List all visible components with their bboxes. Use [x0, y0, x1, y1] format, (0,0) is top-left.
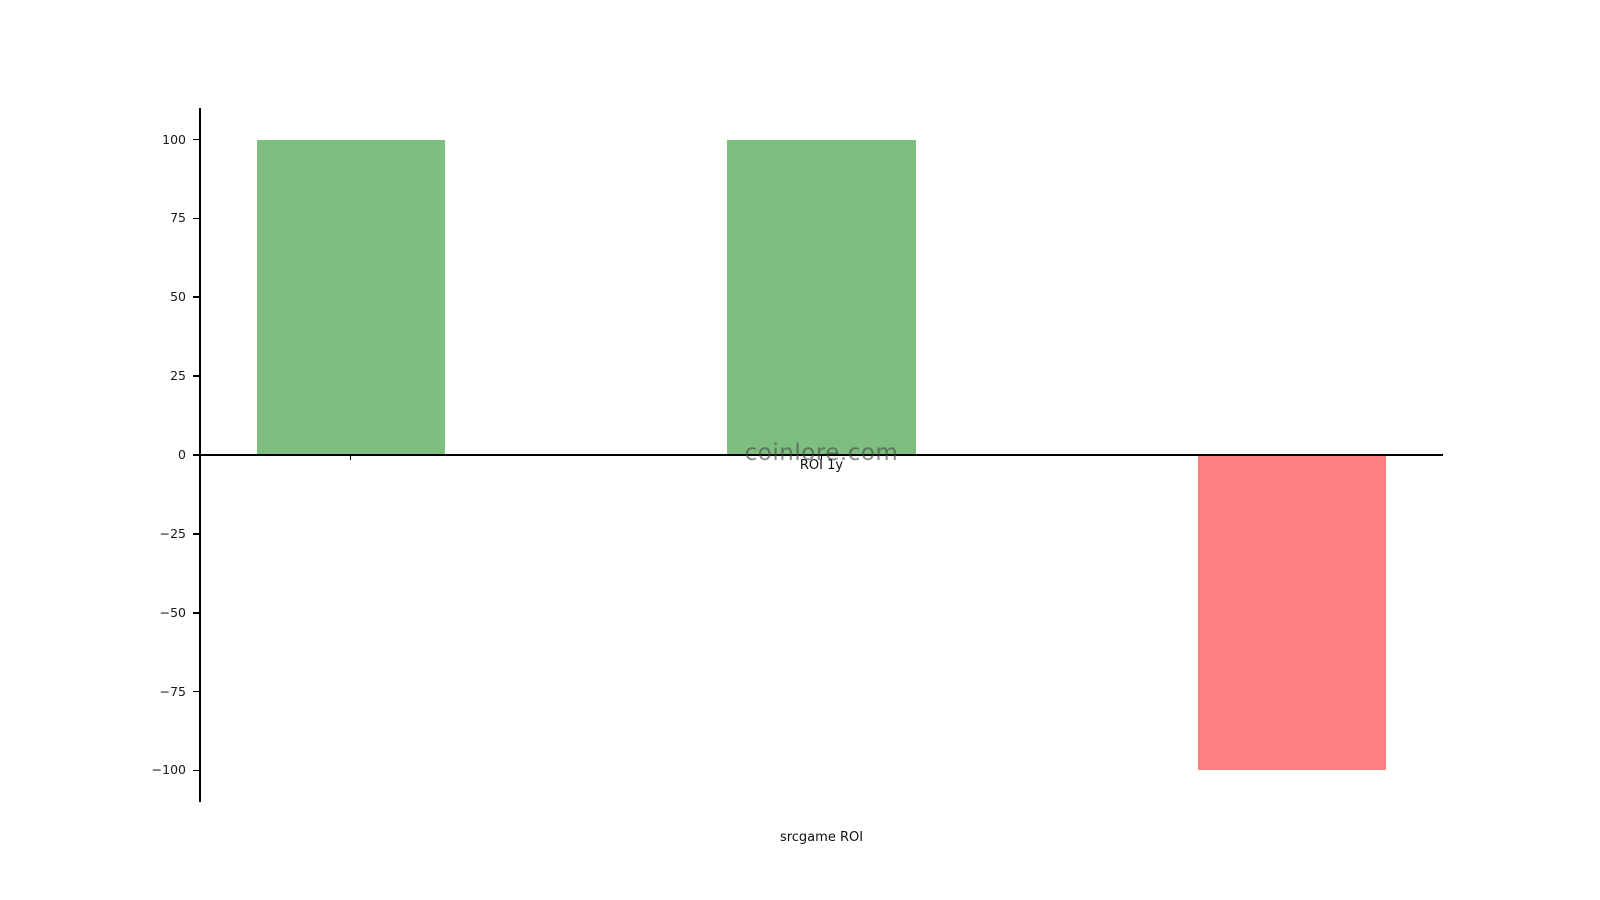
y-tick-label: 100	[162, 131, 186, 147]
y-tick-label: 50	[170, 289, 186, 305]
bar-category-2	[1198, 455, 1387, 771]
y-tick-label: 0	[178, 447, 186, 462]
x-tick-mark	[820, 455, 823, 460]
y-tick-mark	[193, 138, 200, 141]
y-tick-mark	[193, 611, 200, 614]
y-tick-label: −75	[159, 683, 186, 699]
y-tick-mark	[193, 454, 200, 456]
y-tick-mark	[193, 217, 200, 220]
y-tick-mark	[193, 533, 200, 535]
y-tick-mark	[193, 375, 200, 377]
y-tick-label: −50	[159, 604, 186, 620]
x-axis-title: srcgame ROI	[779, 830, 864, 845]
y-tick-label: −25	[159, 525, 186, 541]
plot-area: ROI 1y 100 75 50 25 0 −25 −50 −75 −100 coinlore.…	[152, 108, 1443, 845]
x-tick-label: ROI 1y	[799, 458, 844, 473]
y-tick-mark	[193, 769, 200, 772]
y-tick-mark	[193, 690, 200, 693]
bar-category-0	[256, 139, 445, 455]
y-tick-label: −100	[151, 762, 186, 778]
x-axis-line	[200, 454, 1443, 456]
y-tick-label: 75	[170, 210, 186, 226]
x-tick-mark	[349, 455, 352, 460]
bar-roi-1y	[727, 139, 916, 455]
watermark-text: coinlore.com	[744, 440, 899, 466]
y-tick-mark	[193, 296, 200, 299]
y-tick-label: 25	[170, 368, 186, 384]
